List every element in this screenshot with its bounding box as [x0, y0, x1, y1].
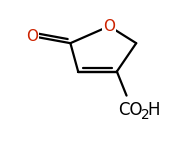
Text: O: O — [103, 19, 115, 34]
Text: 2: 2 — [141, 108, 150, 122]
Text: CO: CO — [118, 101, 142, 119]
Text: O: O — [26, 29, 38, 44]
Text: H: H — [148, 101, 160, 119]
